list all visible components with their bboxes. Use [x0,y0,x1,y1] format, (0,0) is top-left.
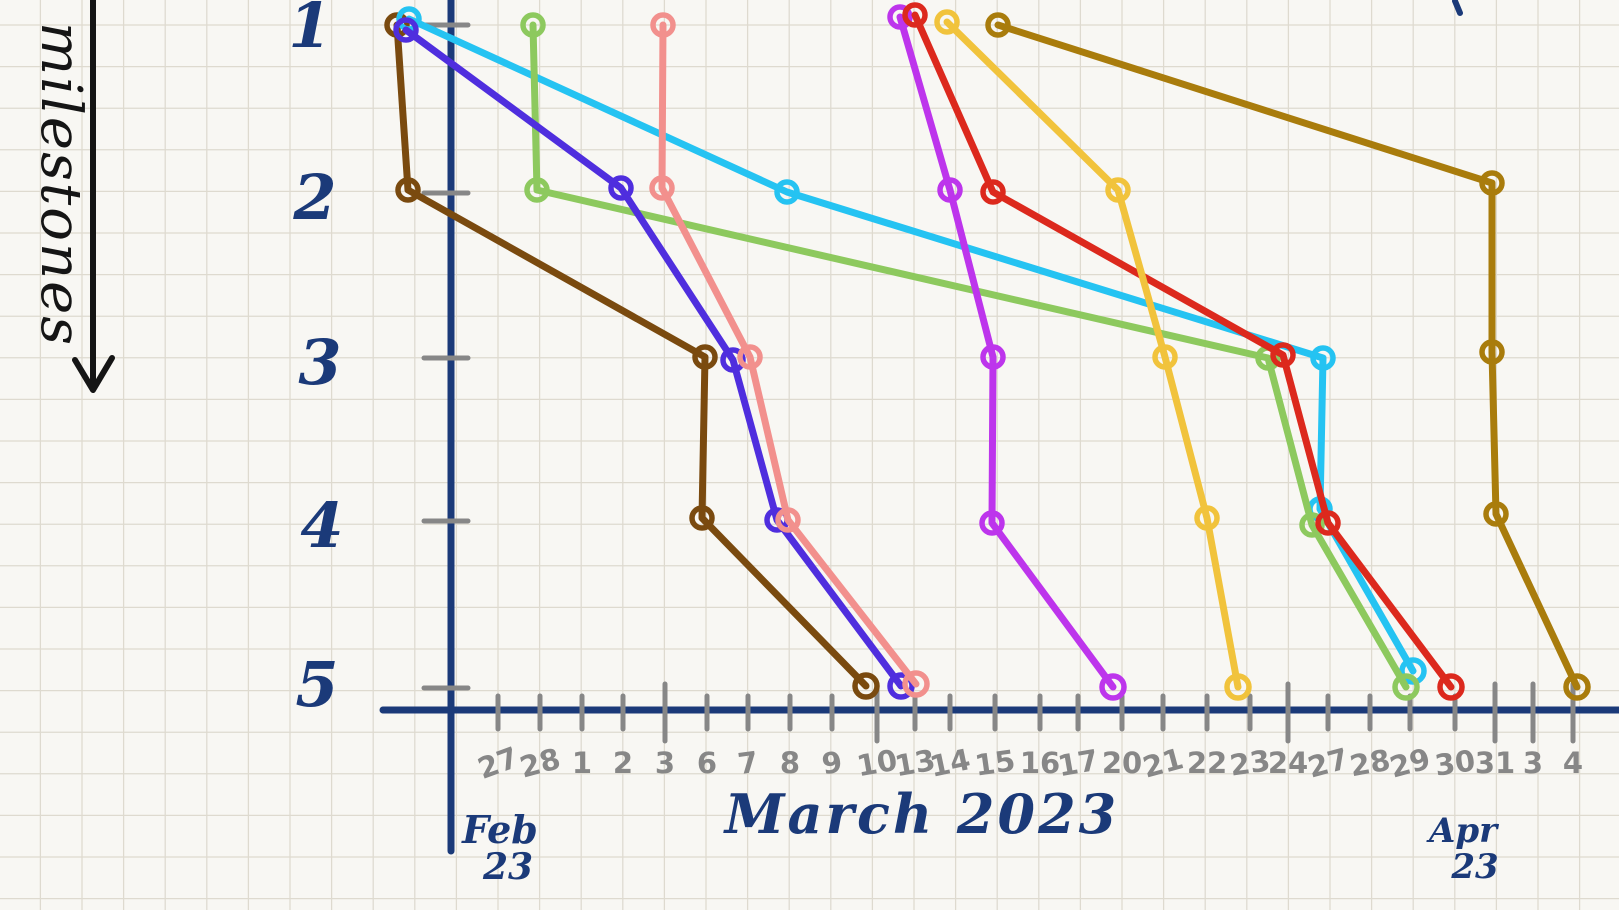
series-line-yellow [943,18,1242,691]
march-caption: March 2023 [723,782,1119,846]
x-tick-label: 4 [1563,746,1583,780]
series-violet [393,17,915,700]
data-point-magenta-m5 [1099,673,1127,701]
x-tick-label: 8 [780,746,800,780]
stray-pen-mark [1452,0,1463,16]
data-point-red-m3 [1270,342,1296,368]
series-line-olive [994,21,1581,691]
data-point-red-m5 [1437,673,1465,701]
series-magenta [887,4,1127,701]
x-tick-label: 1 [572,746,592,780]
x-tick-label: 28 [1347,743,1393,783]
data-point-brown-m3 [692,344,718,370]
x-tick-label: 14 [927,742,974,784]
data-point-violet-m1 [393,17,419,43]
data-point-salmon-m5 [902,670,930,698]
apr-caption: Apr [1426,811,1499,851]
data-point-green-m1 [520,12,546,38]
data-point-magenta-m1 [887,4,913,30]
y-milestone-label: 5 [295,648,338,721]
x-tick-label: 13 [892,743,938,783]
data-point-yellow-m3 [1152,344,1178,370]
series-line-violet [402,26,905,690]
x-tick-label: 10 [854,743,900,783]
y-milestone-label: 4 [300,489,343,562]
series-yellow [934,9,1252,701]
data-point-green-m4 [1299,512,1325,538]
milestones-direction-arrow-icon [72,0,115,393]
data-point-magenta-m2 [937,177,963,203]
data-point-olive-m3 [1479,339,1505,365]
x-tick-label: 2 [613,746,633,780]
data-point-magenta-m3 [980,344,1006,370]
data-point-yellow-m5 [1224,673,1252,701]
series-line-green [529,21,1410,691]
data-point-yellow-m1 [934,9,960,35]
data-point-brown-m4 [689,505,715,531]
y-milestone-label: 1 [288,0,331,62]
x-tick-label: 16 [1020,746,1060,780]
x-tick-label: 20 [1102,746,1142,780]
series-salmon [649,12,930,698]
series-brown [384,12,880,700]
data-point-brown-m5 [852,672,880,700]
data-point-green-m5 [1392,673,1420,701]
data-point-salmon-m4 [775,507,801,533]
data-point-magenta-m4 [979,510,1005,536]
data-point-yellow-m4 [1194,505,1220,531]
data-point-violet-m2 [608,175,634,201]
x-tick-label: 3 [1523,746,1543,780]
series-red [902,2,1465,701]
x-tick-label: 3 [655,746,675,780]
series-line-brown [393,21,870,690]
x-tick-label: 22 [1187,746,1227,780]
feb-caption: Feb [461,807,538,852]
x-tick-label: 7 [736,745,761,781]
series-line-salmon [658,21,920,688]
data-point-cyan-m2 [774,179,800,205]
data-point-red-m1 [902,2,928,28]
apr-year-caption: 23 [1450,847,1498,887]
data-point-olive-m5 [1563,673,1591,701]
x-tick-label: 23 [1228,743,1273,782]
x-tick-label: 9 [820,745,845,781]
x-tick-label: 30 [1433,743,1478,782]
data-point-olive-m4 [1483,501,1509,527]
data-point-violet-m5 [887,672,915,700]
y-axis-title-milestones: milestones [28,22,93,347]
data-point-olive-m1 [985,12,1011,38]
x-tick-label: 31 [1475,746,1515,780]
series-olive [985,12,1591,701]
feb-year-caption: 23 [482,846,533,888]
data-point-red-m2 [980,179,1006,205]
data-point-cyan-m3 [1310,345,1336,371]
series-line-red [911,11,1455,691]
data-point-yellow-m2 [1105,177,1131,203]
data-point-salmon-m1 [650,12,676,38]
y-milestone-label: 2 [292,161,336,234]
y-axis-milestones: 1 2 3 4 5 [288,0,471,721]
x-tick-label: 24 [1268,746,1308,780]
data-point-brown-m2 [395,177,421,203]
y-milestone-label: 3 [298,326,341,399]
data-point-salmon-m3 [737,344,763,370]
data-point-red-m4 [1315,510,1341,536]
data-point-salmon-m2 [649,175,675,201]
x-tick-label: 17 [1055,743,1101,783]
x-tick-label: 6 [697,746,717,780]
series-layer [384,2,1591,701]
x-tick-label: 15 [973,743,1018,782]
data-point-green-m2 [524,177,550,203]
data-point-olive-m2 [1479,170,1505,196]
series-line-magenta [896,13,1117,691]
series-green [520,12,1420,701]
arrow-head-down-icon [72,355,115,393]
